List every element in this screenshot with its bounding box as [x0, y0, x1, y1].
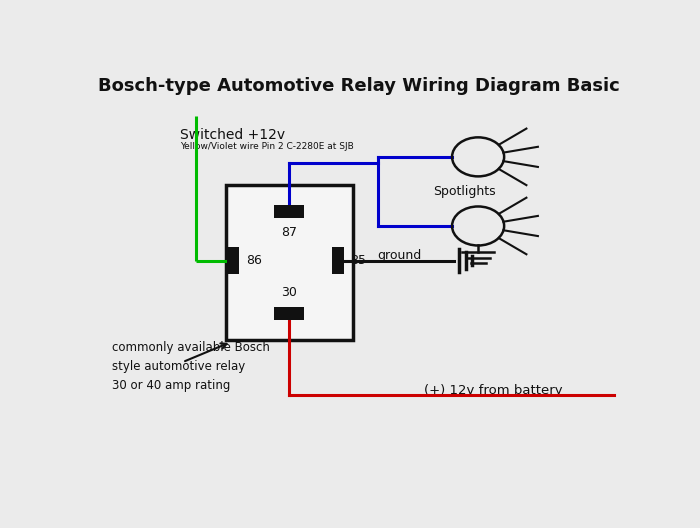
Text: ground: ground [378, 249, 422, 262]
Text: 87: 87 [281, 227, 298, 239]
Text: 30: 30 [281, 286, 298, 299]
Text: Spotlights: Spotlights [433, 185, 496, 198]
Text: Bosch-type Automotive Relay Wiring Diagram Basic: Bosch-type Automotive Relay Wiring Diagr… [98, 77, 620, 95]
Bar [274, 307, 304, 320]
Bar [226, 185, 354, 340]
Text: commonly available Bosch
style automotive relay
30 or 40 amp rating: commonly available Bosch style automotiv… [112, 341, 270, 392]
Bar [227, 247, 239, 274]
Text: 85: 85 [350, 254, 366, 267]
Text: (+) 12v from battery: (+) 12v from battery [424, 384, 563, 397]
Bar [274, 205, 304, 218]
Text: Yellow/Violet wire Pin 2 C-2280E at SJB: Yellow/Violet wire Pin 2 C-2280E at SJB [180, 142, 354, 151]
Text: Switched +12v: Switched +12v [180, 127, 285, 142]
Bar [332, 247, 344, 274]
Text: 86: 86 [246, 254, 262, 267]
